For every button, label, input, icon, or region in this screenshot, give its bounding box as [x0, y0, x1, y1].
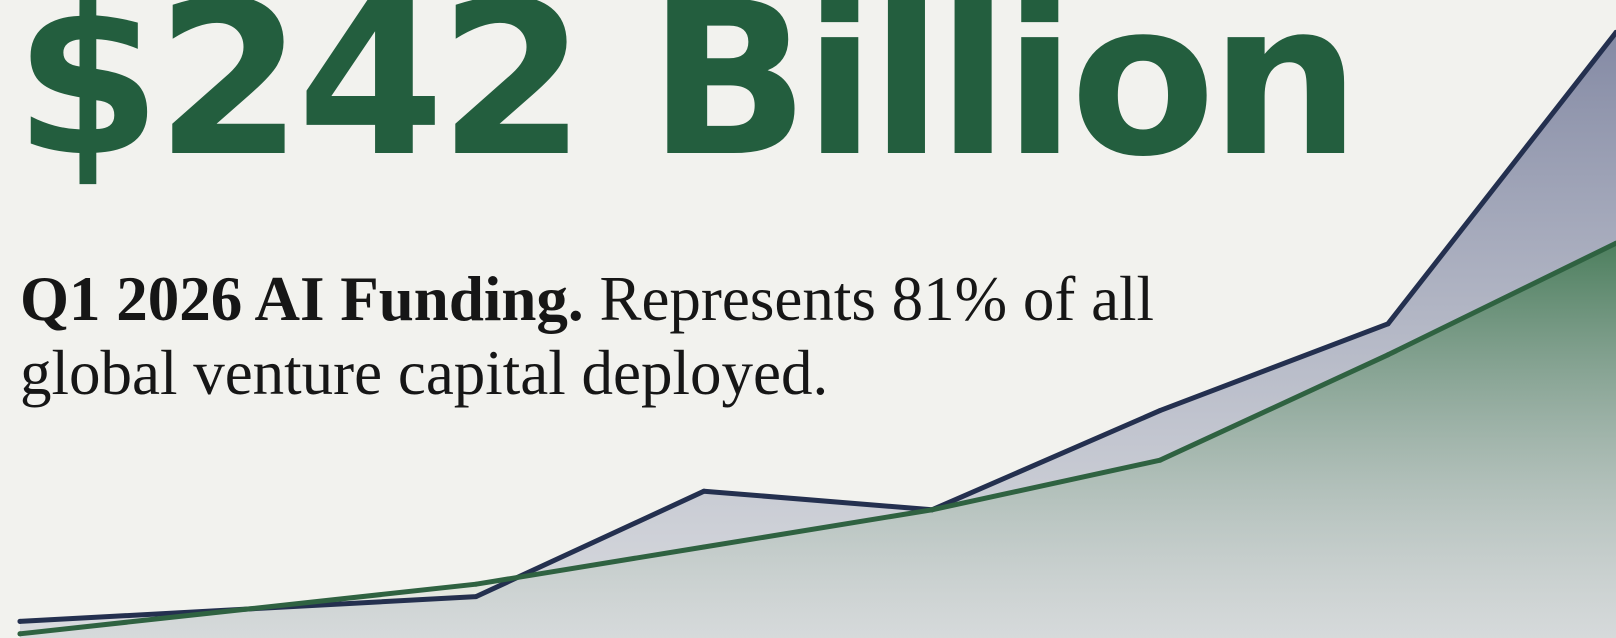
data-point-green-4: [929, 507, 935, 513]
data-point-green-3: [701, 544, 707, 550]
series-lines: [17, 29, 1616, 637]
data-point-navy-0: [17, 618, 23, 624]
data-point-navy-5: [1385, 321, 1391, 327]
data-point-navy-2: [701, 488, 707, 494]
subhead-lead: Q1 2026 AI Funding.: [20, 264, 584, 334]
data-point-navy-6: [1613, 29, 1616, 35]
data-point-navy-4: [1157, 408, 1163, 414]
data-point-navy-1: [473, 594, 479, 600]
subhead-text: Represents 81% of all global venture cap…: [20, 264, 1155, 408]
data-point-green-1: [245, 606, 251, 612]
data-point-green-5: [1157, 457, 1163, 463]
series-fills: [20, 32, 1616, 638]
data-point-green-2: [473, 581, 479, 587]
subhead: Q1 2026 AI Funding. Represents 81% of al…: [20, 262, 1200, 410]
data-point-green-6: [1385, 352, 1391, 358]
series-line-green: [17, 240, 1616, 637]
data-point-green-7: [1613, 240, 1616, 246]
headline: $242 Billion: [14, 0, 1361, 203]
series-area-green: [20, 243, 1616, 638]
data-point-green-0: [17, 631, 23, 637]
